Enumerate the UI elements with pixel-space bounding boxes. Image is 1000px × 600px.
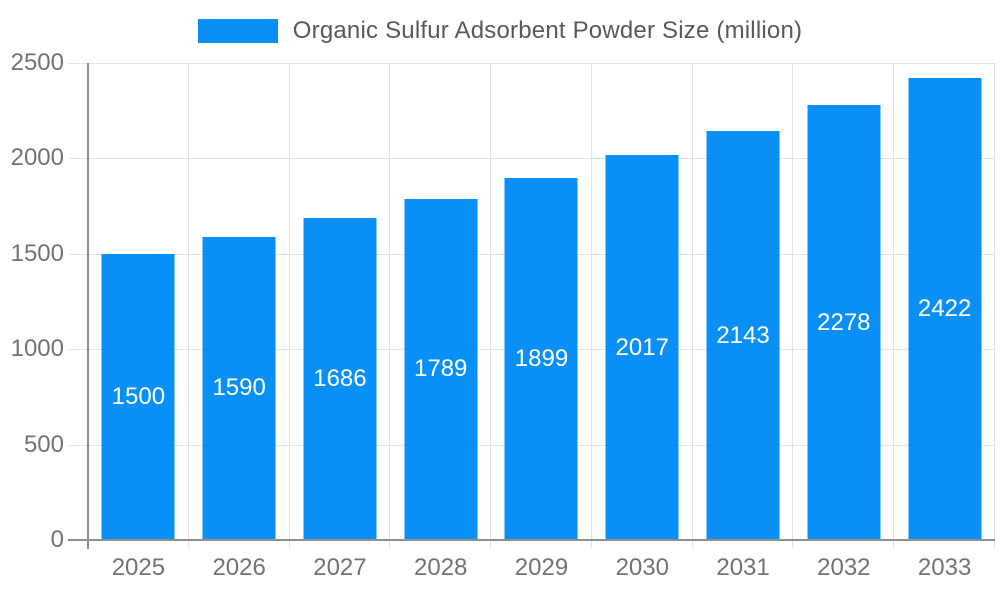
bar-value-label: 1590: [212, 374, 266, 402]
bar-group-2030: 2017: [592, 63, 693, 540]
x-axis-tick-label: 2026: [212, 554, 266, 581]
v-gridline: [389, 63, 391, 549]
bar-2029: [504, 177, 578, 540]
bar-group-2026: 1590: [189, 63, 290, 540]
x-axis-tick-label: 2025: [111, 554, 166, 581]
bar-2027: [303, 218, 377, 540]
bar-group-2029: 1899: [491, 63, 592, 540]
y-axis-tick-label: 1000: [10, 335, 64, 363]
x-axis-tick-label: 2031: [716, 554, 770, 581]
h-gridline: [68, 158, 995, 160]
x-axis-tick-label: 2033: [917, 554, 972, 581]
y-axis-tick-label: 2500: [10, 49, 64, 76]
bar-group-2025: 1500: [88, 63, 189, 540]
x-axis-tick-label: 2032: [817, 554, 871, 581]
bar-2025: [101, 253, 175, 540]
bar-2031: [706, 131, 780, 540]
x-axis-tick-label: 2030: [615, 554, 669, 581]
v-gridline: [691, 63, 693, 549]
v-gridline: [490, 63, 492, 549]
v-gridline: [590, 63, 592, 549]
legend: Organic Sulfur Adsorbent Powder Size (mi…: [0, 17, 1000, 45]
y-axis-tick-label: 0: [50, 526, 64, 553]
x-axis-tick-label: 2027: [313, 554, 367, 581]
bar-value-label: 2278: [817, 308, 871, 336]
legend-swatch: [197, 19, 278, 43]
v-gridline: [792, 63, 794, 549]
bar-2026: [202, 236, 276, 540]
bar-2028: [404, 198, 478, 540]
bar-value-label: 1789: [414, 355, 468, 383]
h-gridline: [68, 63, 995, 64]
bar-2032: [807, 105, 881, 540]
y-axis-tick-label: 500: [23, 430, 64, 458]
v-gridline: [994, 63, 995, 549]
x-axis-line: [68, 539, 995, 541]
bar-group-2032: 2278: [793, 63, 894, 540]
bar-group-2027: 1686: [290, 63, 391, 540]
bar-value-label: 1500: [111, 382, 166, 410]
legend-label: Organic Sulfur Adsorbent Powder Size (mi…: [292, 17, 803, 44]
y-axis-tick-label: 1500: [10, 239, 64, 267]
x-axis-tick-label: 2029: [514, 554, 569, 581]
bar-value-label: 2143: [716, 321, 770, 349]
plot-area: 1500 1590 1686 1789 1899 2017 2143 2278 2422 0 50…: [11, 49, 995, 581]
bar-value-label: 2017: [615, 333, 669, 361]
x-axis-tick-label: 2028: [414, 554, 468, 581]
y-axis-line: [87, 63, 89, 549]
v-gridline: [893, 63, 895, 549]
bar-group-2031: 2143: [693, 63, 794, 540]
v-gridline: [288, 63, 290, 549]
bar-value-label: 1899: [514, 344, 569, 372]
bar-value-label: 2422: [917, 294, 972, 322]
bar-group-2028: 1789: [390, 63, 491, 540]
y-axis-tick-label: 2000: [10, 144, 64, 172]
bar-2033: [908, 77, 982, 540]
bar-group-2033: 2422: [894, 63, 995, 540]
v-gridline: [187, 63, 189, 549]
bar-value-label: 1686: [313, 365, 367, 393]
bar-2030: [605, 155, 679, 540]
